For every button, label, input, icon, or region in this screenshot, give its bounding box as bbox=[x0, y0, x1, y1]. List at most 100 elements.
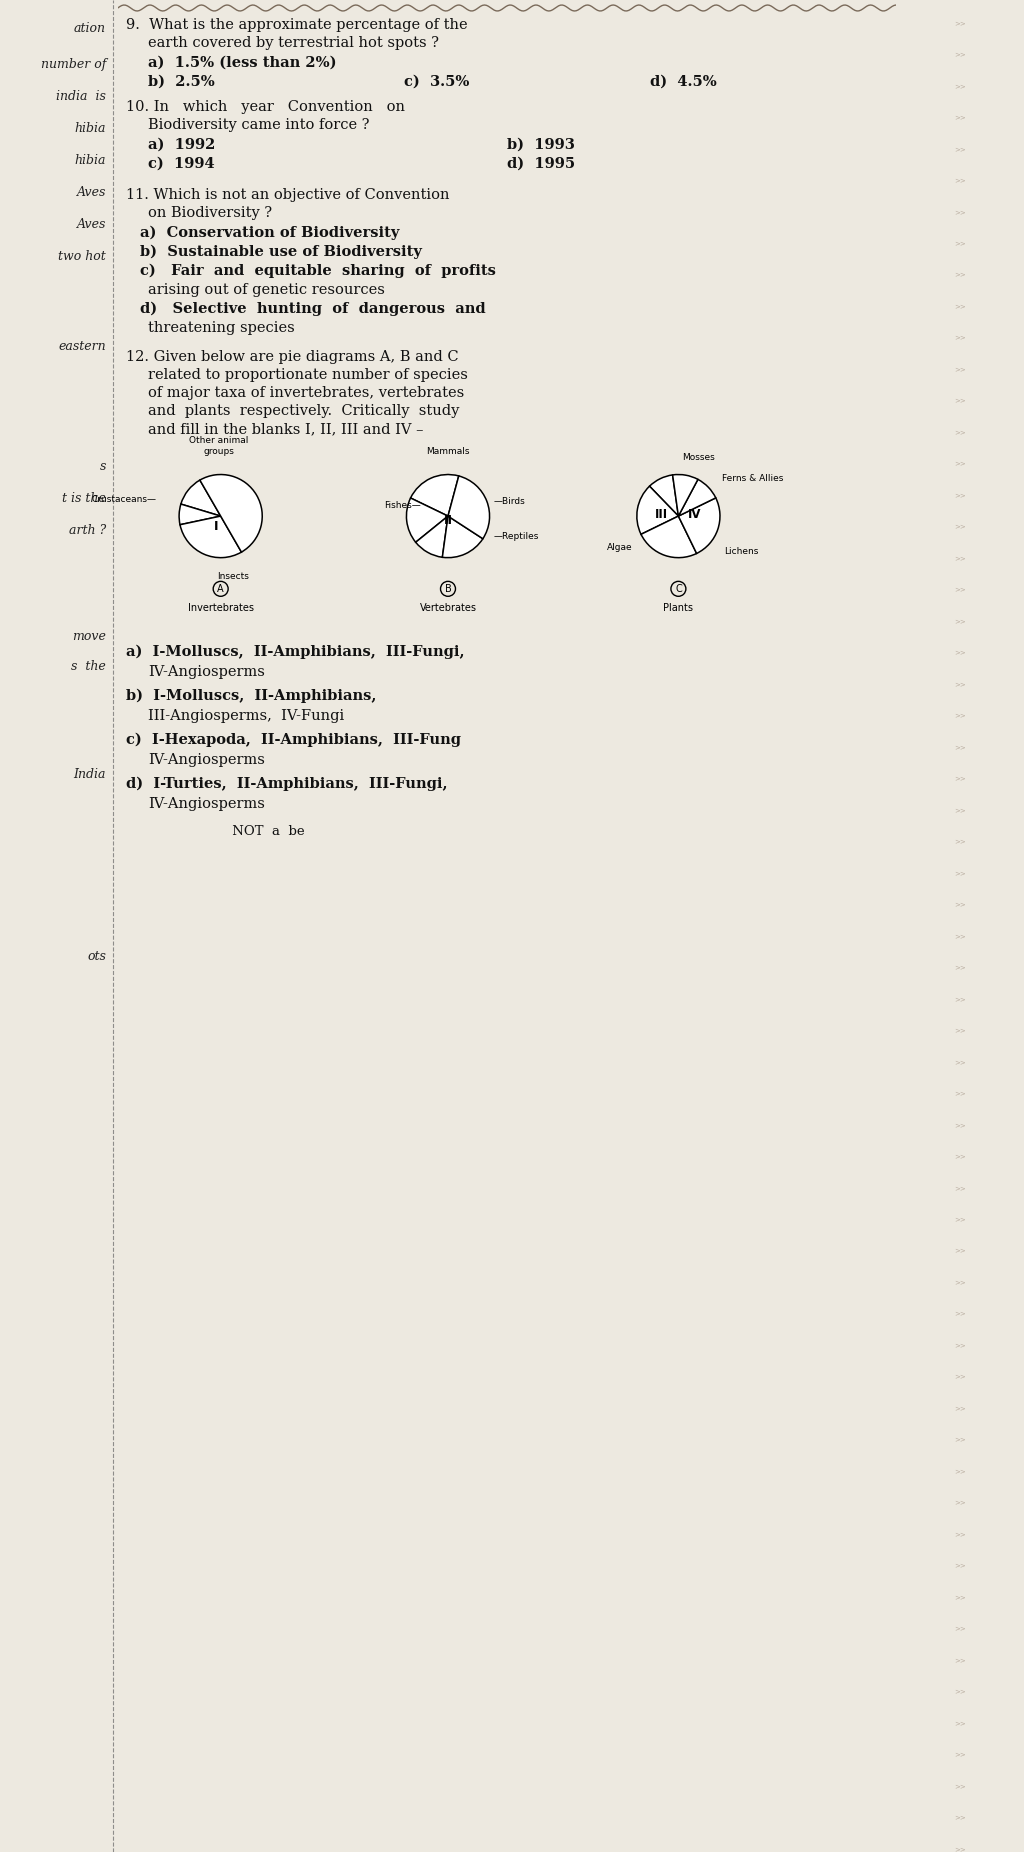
Text: Mosses: Mosses bbox=[683, 454, 716, 461]
Text: IV-Angiosperms: IV-Angiosperms bbox=[148, 796, 265, 811]
Text: Mammals: Mammals bbox=[426, 446, 470, 456]
Text: >>: >> bbox=[954, 1248, 966, 1254]
Text: >>: >> bbox=[954, 839, 966, 845]
Text: b)  Sustainable use of Biodiversity: b) Sustainable use of Biodiversity bbox=[140, 244, 422, 259]
Text: a)  Conservation of Biodiversity: a) Conservation of Biodiversity bbox=[140, 226, 399, 241]
Text: b)  1993: b) 1993 bbox=[507, 139, 574, 152]
Text: Fishes—: Fishes— bbox=[384, 502, 421, 509]
Text: >>: >> bbox=[954, 1721, 966, 1726]
Text: —Birds: —Birds bbox=[494, 496, 525, 506]
Text: related to proportionate number of species: related to proportionate number of speci… bbox=[148, 369, 468, 382]
Text: >>: >> bbox=[954, 745, 966, 750]
Text: >>: >> bbox=[954, 398, 966, 404]
Text: c)   Fair  and  equitable  sharing  of  profits: c) Fair and equitable sharing of profits bbox=[140, 265, 497, 278]
Text: earth covered by terrestrial hot spots ?: earth covered by terrestrial hot spots ? bbox=[148, 35, 439, 50]
Text: arising out of genetic resources: arising out of genetic resources bbox=[148, 283, 385, 296]
Wedge shape bbox=[180, 517, 242, 557]
Text: >>: >> bbox=[954, 870, 966, 876]
Text: >>: >> bbox=[954, 1374, 966, 1380]
Text: >>: >> bbox=[954, 1028, 966, 1033]
Text: >>: >> bbox=[954, 524, 966, 530]
Text: move: move bbox=[72, 630, 106, 643]
Text: >>: >> bbox=[954, 1406, 966, 1411]
Text: >>: >> bbox=[954, 146, 966, 152]
Text: >>: >> bbox=[954, 304, 966, 309]
Text: and fill in the blanks I, II, III and IV –: and fill in the blanks I, II, III and IV… bbox=[148, 422, 424, 435]
Text: c)  3.5%: c) 3.5% bbox=[404, 74, 470, 89]
Text: s  the: s the bbox=[72, 659, 106, 672]
Text: >>: >> bbox=[954, 1846, 966, 1852]
Text: 10. In   which   year   Convention   on: 10. In which year Convention on bbox=[126, 100, 404, 115]
Text: Aves: Aves bbox=[77, 219, 106, 232]
Text: I: I bbox=[214, 520, 219, 533]
Wedge shape bbox=[673, 474, 698, 517]
Text: >>: >> bbox=[954, 1343, 966, 1348]
Text: b)  2.5%: b) 2.5% bbox=[148, 74, 215, 89]
Text: hibia: hibia bbox=[75, 122, 106, 135]
Wedge shape bbox=[679, 498, 720, 554]
Text: >>: >> bbox=[954, 335, 966, 341]
Text: >>: >> bbox=[954, 1500, 966, 1506]
Wedge shape bbox=[407, 498, 449, 543]
Text: III: III bbox=[654, 507, 668, 520]
Text: A: A bbox=[217, 583, 224, 594]
Text: and  plants  respectively.  Critically  study: and plants respectively. Critically stud… bbox=[148, 404, 460, 419]
Text: >>: >> bbox=[954, 1783, 966, 1789]
Text: Biodiversity came into force ?: Biodiversity came into force ? bbox=[148, 119, 370, 131]
Text: Plants: Plants bbox=[664, 604, 693, 613]
Wedge shape bbox=[179, 504, 220, 524]
Text: —Reptiles: —Reptiles bbox=[494, 532, 539, 541]
Text: number of: number of bbox=[41, 57, 106, 70]
Text: 9.  What is the approximate percentage of the: 9. What is the approximate percentage of… bbox=[126, 19, 468, 31]
Text: threatening species: threatening species bbox=[148, 320, 295, 335]
Text: >>: >> bbox=[954, 83, 966, 89]
Wedge shape bbox=[641, 517, 696, 557]
Text: of major taxa of invertebrates, vertebrates: of major taxa of invertebrates, vertebra… bbox=[148, 385, 465, 400]
Wedge shape bbox=[411, 474, 459, 517]
Text: >>: >> bbox=[954, 1122, 966, 1128]
Text: >>: >> bbox=[954, 461, 966, 467]
Text: ation: ation bbox=[74, 22, 106, 35]
Text: Algae: Algae bbox=[607, 543, 633, 552]
Wedge shape bbox=[200, 474, 262, 552]
Text: d)  4.5%: d) 4.5% bbox=[650, 74, 717, 89]
Text: >>: >> bbox=[954, 493, 966, 498]
Text: >>: >> bbox=[954, 1626, 966, 1632]
Text: >>: >> bbox=[954, 933, 966, 939]
Wedge shape bbox=[416, 517, 449, 557]
Text: >>: >> bbox=[954, 1185, 966, 1191]
Text: >>: >> bbox=[954, 650, 966, 656]
Text: t is the: t is the bbox=[62, 493, 106, 506]
Text: >>: >> bbox=[954, 776, 966, 782]
Text: >>: >> bbox=[954, 1469, 966, 1474]
Text: Insects: Insects bbox=[217, 572, 249, 582]
Text: a)  1992: a) 1992 bbox=[148, 139, 216, 152]
Text: >>: >> bbox=[954, 902, 966, 907]
Text: >>: >> bbox=[954, 1311, 966, 1317]
Text: >>: >> bbox=[954, 1154, 966, 1159]
Text: >>: >> bbox=[954, 241, 966, 246]
Text: >>: >> bbox=[954, 1059, 966, 1065]
Text: >>: >> bbox=[954, 965, 966, 970]
Text: >>: >> bbox=[954, 115, 966, 120]
Text: IV-Angiosperms: IV-Angiosperms bbox=[148, 665, 265, 680]
Text: >>: >> bbox=[954, 1752, 966, 1758]
Text: Lichens: Lichens bbox=[724, 546, 759, 556]
Text: >>: >> bbox=[954, 1217, 966, 1222]
Wedge shape bbox=[649, 474, 679, 517]
Text: >>: >> bbox=[954, 996, 966, 1002]
Text: eastern: eastern bbox=[58, 341, 106, 354]
Text: >>: >> bbox=[954, 1815, 966, 1821]
Text: >>: >> bbox=[954, 1091, 966, 1096]
Text: B: B bbox=[444, 583, 452, 594]
Text: IV-Angiosperms: IV-Angiosperms bbox=[148, 754, 265, 767]
Text: >>: >> bbox=[954, 1563, 966, 1569]
Text: >>: >> bbox=[954, 430, 966, 435]
Text: ots: ots bbox=[87, 950, 106, 963]
Text: >>: >> bbox=[954, 556, 966, 561]
Text: >>: >> bbox=[954, 178, 966, 183]
Text: >>: >> bbox=[954, 713, 966, 719]
Text: >>: >> bbox=[954, 52, 966, 57]
Text: 11. Which is not an objective of Convention: 11. Which is not an objective of Convent… bbox=[126, 189, 450, 202]
Text: >>: >> bbox=[954, 20, 966, 26]
